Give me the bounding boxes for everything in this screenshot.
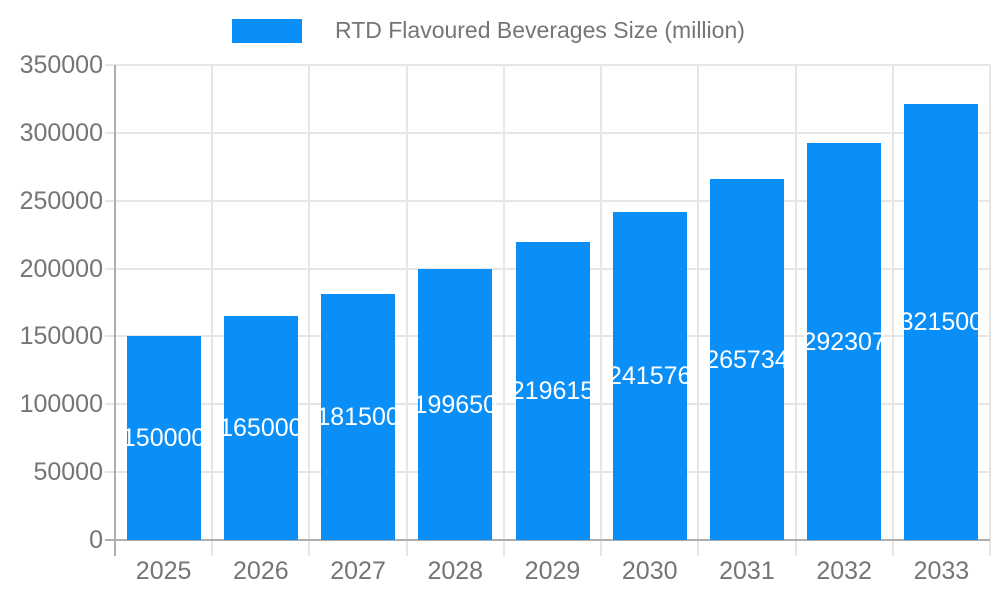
legend-swatch xyxy=(232,18,302,43)
x-axis-tick-label: 2028 xyxy=(427,557,484,585)
y-axis-tick-label: 250000 xyxy=(19,186,103,215)
x-axis-tick-label: 2026 xyxy=(233,557,289,585)
x-gridline xyxy=(697,65,700,556)
y-axis-tick-label: 300000 xyxy=(19,118,103,147)
y-axis-line xyxy=(114,65,116,556)
bar[interactable] xyxy=(904,103,979,540)
legend-label: RTD Flavoured Beverages Size (million) xyxy=(335,17,745,43)
x-gridline xyxy=(405,65,408,556)
y-gridline xyxy=(105,131,990,134)
bar[interactable] xyxy=(321,293,396,540)
y-axis-tick-label: 100000 xyxy=(19,390,103,419)
y-axis-tick-label: 50000 xyxy=(33,458,103,487)
x-axis-tick-label: 2031 xyxy=(719,557,775,585)
y-axis-tick-label: 150000 xyxy=(19,322,103,351)
x-axis-line xyxy=(105,539,990,541)
x-gridline xyxy=(989,65,991,556)
bar[interactable] xyxy=(709,179,784,540)
y-axis-tick-label: 200000 xyxy=(19,254,103,283)
y-axis-tick-label: 0 xyxy=(89,526,103,554)
x-axis-tick-label: 2029 xyxy=(524,557,581,585)
y-axis-tick-label: 350000 xyxy=(19,51,103,79)
x-gridline xyxy=(211,65,214,556)
legend-item[interactable]: RTD Flavoured Beverages Size (million) xyxy=(232,17,745,44)
bar[interactable] xyxy=(612,212,687,540)
x-gridline xyxy=(600,65,603,556)
bar[interactable] xyxy=(126,336,201,540)
x-gridline xyxy=(891,65,894,556)
bar[interactable] xyxy=(223,316,298,540)
bar[interactable] xyxy=(807,143,882,540)
bar[interactable] xyxy=(515,241,590,540)
y-gridline xyxy=(105,199,990,202)
y-gridline xyxy=(105,64,990,66)
x-axis-tick-label: 2033 xyxy=(913,557,970,585)
x-gridline xyxy=(794,65,797,556)
x-axis-tick-label: 2027 xyxy=(330,557,386,585)
x-gridline xyxy=(308,65,311,556)
bar[interactable] xyxy=(418,269,493,540)
x-gridline xyxy=(502,65,505,556)
x-axis-tick-label: 2030 xyxy=(621,557,678,585)
x-axis-tick-label: 2025 xyxy=(135,557,192,585)
x-axis-tick-label: 2032 xyxy=(816,557,872,585)
